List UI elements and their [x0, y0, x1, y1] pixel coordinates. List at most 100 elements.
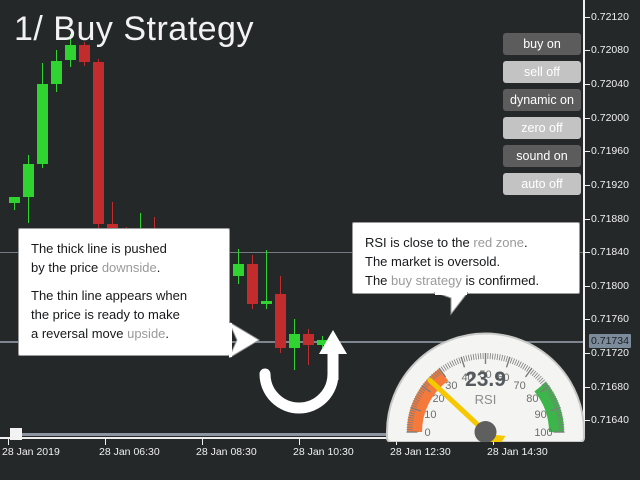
- candlestick-body: [64, 45, 76, 61]
- gauge-tick: [447, 362, 451, 369]
- gauge-tick: [498, 354, 501, 361]
- price-scale[interactable]: 0.72120 0.72080 0.72040 0.72000 0.71960 0.719…: [583, 0, 640, 437]
- button-dynamic-on[interactable]: dynamic on: [503, 89, 581, 111]
- scrollbar-track[interactable]: [18, 433, 572, 436]
- candlestick: [78, 42, 90, 66]
- gauge-tick: [440, 366, 445, 372]
- callout-left-tail: [229, 322, 260, 358]
- candlestick: [316, 336, 328, 348]
- reversal-arrow-icon: [259, 330, 347, 414]
- time-tick-label: 28 Jan 12:30: [390, 446, 451, 458]
- gauge-tick: [551, 398, 558, 402]
- gauge-tick: [413, 398, 420, 402]
- gauge-tick: [475, 353, 477, 360]
- gauge-tick: [418, 389, 425, 394]
- price-tick: [585, 319, 590, 321]
- price-tick-label: 0.72120: [591, 10, 629, 23]
- candlestick: [232, 248, 244, 285]
- gauge-tick: [409, 409, 416, 413]
- gauge-tick: [553, 402, 560, 406]
- price-tick-label: 0.71640: [591, 414, 629, 427]
- time-tick-label: 28 Jan 14:30: [487, 446, 548, 458]
- gauge-tick: [429, 375, 435, 381]
- gauge-tick-label: 10: [424, 409, 436, 421]
- gauge-tick: [424, 381, 430, 386]
- button-zero-off[interactable]: zero off: [503, 117, 581, 139]
- price-tick: [585, 218, 590, 220]
- time-tick: [105, 439, 106, 445]
- price-tick: [585, 16, 590, 18]
- candlestick: [50, 50, 62, 93]
- gauge-tick: [512, 358, 515, 365]
- gauge-tick: [472, 353, 475, 360]
- candlestick: [288, 319, 300, 370]
- gauge-tick: [407, 416, 414, 419]
- price-tick-label: 0.71960: [591, 145, 629, 158]
- time-scale[interactable]: 28 Jan 2019 28 Jan 06:30 28 Jan 08:30 28 Ja…: [0, 437, 583, 480]
- callout-left-downside: downside: [101, 260, 157, 275]
- gauge-tick-label: 100: [534, 427, 552, 439]
- button-sell-off[interactable]: sell off: [503, 61, 581, 83]
- button-sound-on[interactable]: sound on: [503, 145, 581, 167]
- time-tick: [202, 439, 203, 445]
- candlestick-body: [50, 60, 62, 85]
- gauge-tick: [411, 404, 417, 408]
- scrollbar-handle-left[interactable]: [10, 428, 22, 440]
- gauge-tick-label: 90: [535, 409, 547, 421]
- gauge-tick-label: 0: [424, 427, 430, 439]
- button-label: sell off: [524, 65, 560, 79]
- button-label: buy on: [523, 37, 561, 51]
- time-tick-label: 28 Jan 08:30: [196, 446, 257, 458]
- gauge-tick: [546, 389, 553, 394]
- candlestick-body: [274, 294, 286, 348]
- rsi-gauge-label: RSI: [474, 392, 497, 407]
- gauge-tick: [514, 359, 518, 366]
- gauge-tick: [505, 356, 511, 368]
- candlestick-wick: [265, 250, 267, 310]
- gauge-tick-label: 80: [526, 393, 538, 405]
- candlestick-body: [36, 84, 48, 164]
- gauge-tick-label: 60: [497, 372, 509, 384]
- gauge-tick-label: 40: [461, 372, 473, 384]
- time-tick: [493, 439, 494, 445]
- gauge-zone: [407, 368, 449, 433]
- gauge-tick: [524, 367, 533, 378]
- price-tick-label: 0.71840: [591, 246, 629, 259]
- control-button-panel: buy on sell off dynamic on zero off sound on…: [503, 33, 581, 201]
- price-tick: [585, 285, 590, 287]
- button-auto-off[interactable]: auto off: [503, 173, 581, 195]
- price-tick-label: 0.71680: [591, 380, 629, 393]
- gauge-tick: [556, 411, 563, 415]
- gauge-tick: [463, 356, 466, 363]
- gauge-tick: [524, 365, 529, 371]
- candlestick: [246, 255, 258, 310]
- gauge-tick: [549, 406, 561, 412]
- gauge-body: [386, 332, 585, 443]
- time-tick: [8, 439, 9, 445]
- callout-right-line3a: The: [365, 273, 392, 288]
- gauge-tick: [496, 353, 499, 360]
- price-tick-label: 0.71920: [591, 178, 629, 191]
- gauge-tick: [422, 383, 429, 388]
- callout-left-spacer: [31, 277, 217, 286]
- price-tick-label: 0.72080: [591, 44, 629, 57]
- callout-left-line5a: a reversal move: [31, 326, 128, 341]
- time-tick: [396, 439, 397, 445]
- gauge-tick: [557, 419, 564, 421]
- callout-rsi-red-zone: RSI is close to the red zone. The market…: [352, 222, 580, 294]
- gauge-tick: [421, 384, 431, 393]
- candlestick: [8, 196, 20, 211]
- price-tick: [585, 151, 590, 153]
- gauge-tick: [453, 359, 457, 366]
- callout-right-line3c: is confirmed.: [461, 273, 540, 288]
- button-label: sound on: [516, 149, 568, 163]
- gauge-tick: [407, 421, 414, 424]
- candlestick-body: [92, 62, 104, 224]
- button-buy-on[interactable]: buy on: [503, 33, 581, 55]
- callout-left-line1: The thick line is pushed: [31, 241, 167, 256]
- callout-right-line1a: RSI is close to the: [365, 235, 474, 250]
- callout-left-line3: The thin line appears when: [31, 288, 188, 303]
- gauge-tick: [436, 369, 442, 375]
- gauge-tick: [555, 409, 562, 413]
- gauge-tick: [549, 393, 555, 398]
